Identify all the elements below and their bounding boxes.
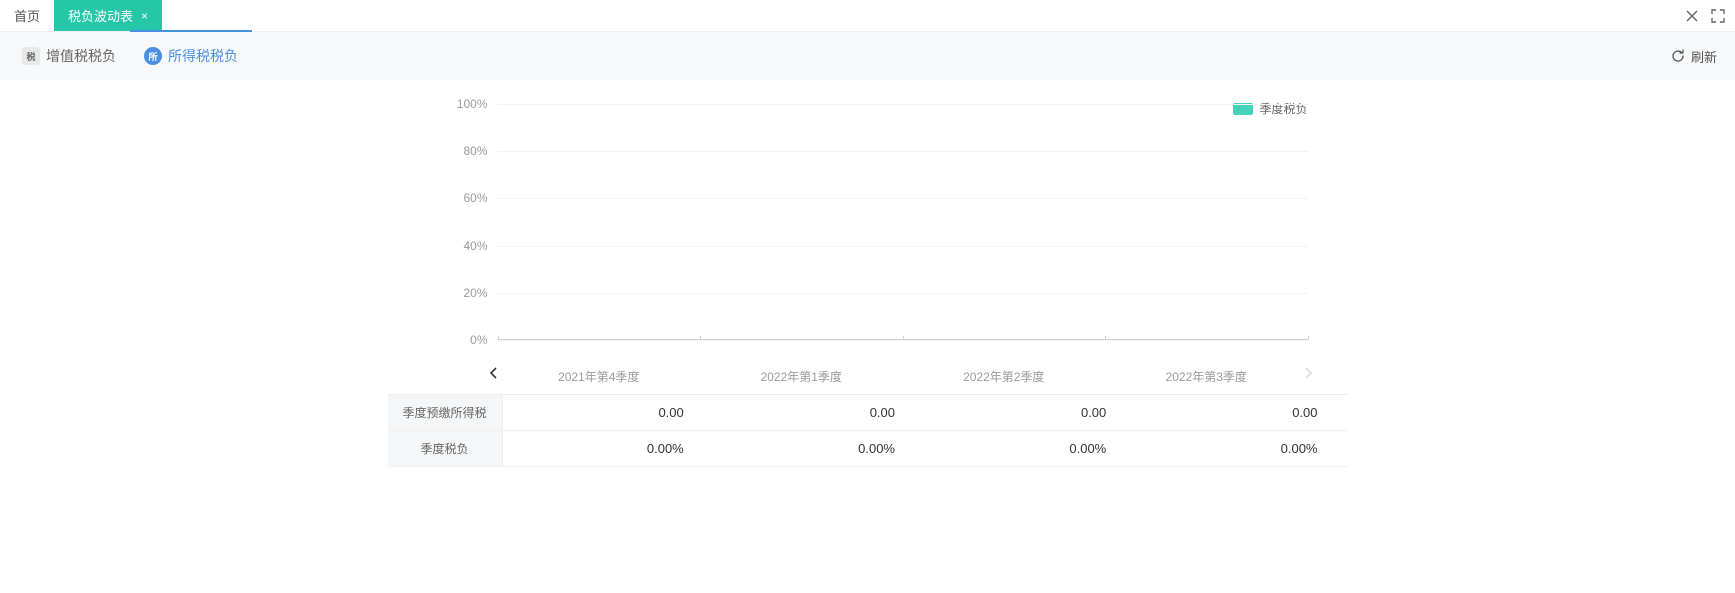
row-header: 季度预缴所得税 bbox=[388, 395, 503, 430]
gridline bbox=[498, 198, 1308, 199]
y-axis-label: 20% bbox=[463, 286, 497, 300]
x-axis-labels: 2021年第4季度2022年第1季度2022年第2季度2022年第3季度 bbox=[498, 364, 1308, 388]
tab-income-tax-burden[interactable]: 所 所得税税负 bbox=[130, 32, 252, 80]
top-right-controls bbox=[1685, 0, 1725, 32]
x-tick bbox=[903, 336, 904, 340]
table-cell: 0.00 bbox=[503, 405, 714, 420]
x-tick bbox=[1105, 336, 1106, 340]
tab-home-label: 首页 bbox=[14, 6, 40, 25]
fullscreen-icon[interactable] bbox=[1711, 9, 1725, 23]
table-cell: 0.00% bbox=[925, 441, 1136, 456]
x-axis-label: 2021年第4季度 bbox=[498, 368, 701, 385]
gridline bbox=[498, 151, 1308, 152]
y-axis-label: 60% bbox=[463, 191, 497, 205]
gridline bbox=[498, 340, 1308, 341]
tab-vat-label: 增值税税负 bbox=[46, 46, 116, 66]
table-row: 季度预缴所得税0.000.000.000.00 bbox=[388, 395, 1348, 431]
x-axis-label: 2022年第3季度 bbox=[1105, 368, 1308, 385]
y-axis-label: 80% bbox=[463, 144, 497, 158]
x-tick bbox=[498, 336, 499, 340]
chevron-left-icon[interactable] bbox=[488, 366, 500, 382]
sub-tab-bar: 税 增值税税负 所 所得税税负 刷新 bbox=[0, 32, 1735, 80]
x-tick bbox=[700, 336, 701, 340]
content-area: 季度税负 0%20%40%60%80%100% 2021年第4季度2022年第1… bbox=[0, 80, 1735, 467]
x-tick bbox=[1308, 336, 1309, 340]
table-cell: 0.00% bbox=[714, 441, 925, 456]
refresh-icon bbox=[1671, 49, 1685, 63]
row-header: 季度税负 bbox=[388, 431, 503, 466]
tab-income-label: 所得税税负 bbox=[168, 46, 238, 66]
chevron-right-icon[interactable] bbox=[1302, 366, 1314, 382]
close-icon[interactable]: × bbox=[141, 9, 148, 23]
table-cell: 0.00% bbox=[1136, 441, 1347, 456]
tab-vat-burden[interactable]: 税 增值税税负 bbox=[8, 32, 130, 80]
vat-icon: 税 bbox=[22, 47, 40, 65]
gridline bbox=[498, 246, 1308, 247]
income-tax-icon: 所 bbox=[144, 47, 162, 65]
x-axis-label: 2022年第2季度 bbox=[903, 368, 1106, 385]
y-axis-label: 40% bbox=[463, 239, 497, 253]
table-cell: 0.00 bbox=[1136, 405, 1347, 420]
y-axis-label: 100% bbox=[457, 97, 498, 111]
chart-plot: 0%20%40%60%80%100% bbox=[498, 104, 1308, 364]
x-axis-label: 2022年第1季度 bbox=[700, 368, 903, 385]
tab-home[interactable]: 首页 bbox=[0, 0, 54, 31]
table-cell: 0.00 bbox=[925, 405, 1136, 420]
table-cell: 0.00 bbox=[714, 405, 925, 420]
y-axis-label: 0% bbox=[470, 333, 497, 347]
table-row: 季度税负0.00%0.00%0.00%0.00% bbox=[388, 431, 1348, 467]
table-cell: 0.00% bbox=[503, 441, 714, 456]
refresh-label: 刷新 bbox=[1691, 47, 1717, 66]
top-tab-strip: 首页 税负波动表 × bbox=[0, 0, 1735, 32]
data-table: 季度预缴所得税0.000.000.000.00季度税负0.00%0.00%0.0… bbox=[388, 394, 1348, 467]
tab-active-label: 税负波动表 bbox=[68, 6, 133, 25]
refresh-button[interactable]: 刷新 bbox=[1671, 32, 1717, 80]
chart-container: 季度税负 0%20%40%60%80%100% 2021年第4季度2022年第1… bbox=[428, 104, 1308, 388]
tab-tax-fluctuation[interactable]: 税负波动表 × bbox=[54, 0, 162, 31]
gridline bbox=[498, 104, 1308, 105]
gridline bbox=[498, 293, 1308, 294]
close-panel-icon[interactable] bbox=[1685, 9, 1699, 23]
